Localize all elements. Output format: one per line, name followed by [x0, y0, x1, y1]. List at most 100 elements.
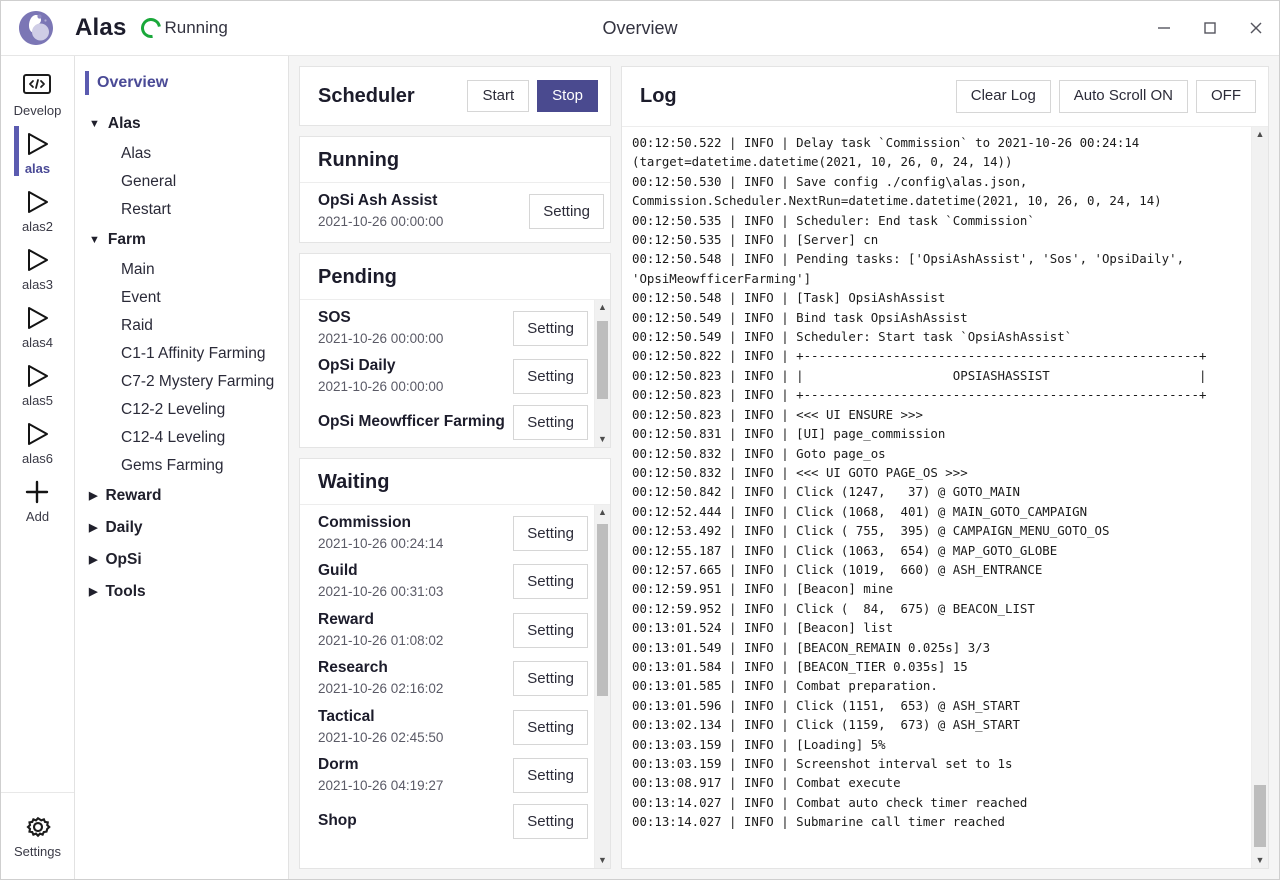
- log-header: Log Clear Log Auto Scroll ON OFF: [622, 67, 1268, 127]
- rail-item-alas6[interactable]: alas6: [14, 412, 62, 470]
- rail-item-alas[interactable]: alas: [13, 122, 62, 180]
- task-setting-button[interactable]: Setting: [513, 612, 588, 648]
- minimize-icon[interactable]: [1141, 1, 1187, 55]
- app-body: Develop alas alas2 alas3 alas4 alas5 alas6 Add …: [1, 56, 1279, 879]
- play-icon: [22, 244, 52, 276]
- waiting-task-area: Commission 2021-10-26 00:24:14 Setting Guil…: [300, 505, 610, 868]
- pending-task-area: SOS 2021-10-26 00:00:00 Setting OpSi Daily 2…: [300, 300, 610, 447]
- task-setting-button[interactable]: Setting: [513, 661, 588, 697]
- task-row: Dorm 2021-10-26 04:19:27 Setting: [300, 751, 594, 799]
- nav-item-overview[interactable]: Overview: [75, 68, 288, 98]
- task-setting-button[interactable]: Setting: [513, 803, 588, 839]
- nav-item-alas[interactable]: Alas: [121, 145, 152, 162]
- waiting-scrollbar[interactable]: ▲ ▼: [594, 505, 610, 868]
- task-row: OpSi Ash Assist 2021-10-26 00:00:00 Settin…: [300, 187, 610, 235]
- nav-group-farm[interactable]: ▼ Farm: [75, 224, 288, 256]
- task-setting-button[interactable]: Setting: [513, 709, 588, 745]
- nav-group-alas[interactable]: ▼ Alas: [75, 108, 288, 140]
- nav-item-c7-2-mystery-farming[interactable]: C7-2 Mystery Farming: [121, 373, 275, 390]
- rail-item-add[interactable]: Add: [14, 470, 62, 528]
- maximize-icon[interactable]: [1187, 1, 1233, 55]
- pending-scroll-thumb[interactable]: [597, 321, 608, 399]
- task-info: Research 2021-10-26 02:16:02: [318, 658, 507, 698]
- rail-item-alas2[interactable]: alas2: [14, 180, 62, 238]
- waiting-scroll-track[interactable]: [595, 520, 610, 853]
- clear-log-button[interactable]: Clear Log: [955, 80, 1051, 113]
- task-setting-button[interactable]: Setting: [513, 515, 588, 551]
- nav-item-raid[interactable]: Raid: [121, 317, 153, 334]
- play-icon: [22, 128, 52, 160]
- task-setting-button[interactable]: Setting: [513, 310, 588, 346]
- task-setting-button[interactable]: Setting: [529, 193, 604, 229]
- nav-sidebar: Overview ▼ Alas Alas General Restart ▼ Farm Mai…: [75, 56, 289, 879]
- nav-item-c1-1-affinity-farming[interactable]: C1-1 Affinity Farming: [121, 345, 266, 362]
- nav-item-c12-4-leveling[interactable]: C12-4 Leveling: [121, 429, 226, 446]
- rail-item-alas5[interactable]: alas5: [14, 354, 62, 412]
- scroll-up-icon[interactable]: ▲: [598, 507, 607, 517]
- scroll-up-icon[interactable]: ▲: [1255, 129, 1265, 139]
- chevron-right-icon: ▶: [89, 585, 98, 598]
- task-next-run: 2021-10-26 04:19:27: [318, 778, 444, 794]
- task-info: Shop: [318, 811, 507, 832]
- task-name: Commission: [318, 514, 412, 531]
- nav-group-daily[interactable]: ▶ Daily: [75, 512, 288, 544]
- log-body: 00:12:50.522 | INFO | Delay task `Commis…: [622, 127, 1268, 868]
- task-info: Tactical 2021-10-26 02:45:50: [318, 707, 507, 747]
- rail-item-label: alas5: [21, 393, 54, 408]
- main-content: Scheduler Start Stop Running OpSi Ash As…: [289, 56, 1279, 879]
- task-setting-button[interactable]: Setting: [513, 404, 588, 440]
- nav-item-general[interactable]: General: [121, 173, 177, 190]
- log-scroll-track[interactable]: [1252, 142, 1268, 853]
- nav-item-event[interactable]: Event: [121, 289, 161, 306]
- rail-item-alas4[interactable]: alas4: [14, 296, 62, 354]
- task-setting-button[interactable]: Setting: [513, 758, 588, 794]
- task-next-run: 2021-10-26 01:08:02: [318, 632, 444, 648]
- task-row: Shop Setting: [300, 800, 594, 843]
- task-next-run: 2021-10-26 00:31:03: [318, 584, 444, 600]
- scroll-down-icon[interactable]: ▼: [598, 434, 607, 444]
- pending-scroll-track[interactable]: [595, 315, 610, 432]
- waiting-scroll-thumb[interactable]: [597, 524, 608, 696]
- rail-item-settings[interactable]: Settings: [1, 805, 74, 863]
- task-next-run: 2021-10-26 00:00:00: [318, 330, 444, 346]
- task-info: OpSi Ash Assist 2021-10-26 00:00:00: [318, 191, 523, 231]
- nav-item-main[interactable]: Main: [121, 261, 155, 278]
- task-next-run: 2021-10-26 00:00:00: [318, 213, 444, 229]
- rail-item-label: alas4: [21, 335, 54, 350]
- rail-item-alas3[interactable]: alas3: [14, 238, 62, 296]
- log-title: Log: [640, 85, 677, 107]
- log-scrollbar[interactable]: ▲ ▼: [1251, 127, 1268, 868]
- code-icon: [22, 70, 52, 102]
- nav-group-tools[interactable]: ▶ Tools: [75, 576, 288, 608]
- chevron-down-icon: ▼: [89, 233, 100, 246]
- auto-scroll-on-button[interactable]: Auto Scroll ON: [1058, 80, 1188, 113]
- auto-scroll-off-button[interactable]: OFF: [1196, 80, 1256, 113]
- running-title: Running: [300, 137, 610, 183]
- play-icon: [22, 302, 52, 334]
- scheduler-start-button[interactable]: Start: [467, 79, 530, 113]
- chevron-down-icon: ▼: [89, 117, 100, 130]
- nav-item-restart[interactable]: Restart: [121, 201, 171, 218]
- scroll-up-icon[interactable]: ▲: [598, 302, 607, 312]
- scroll-down-icon[interactable]: ▼: [598, 855, 607, 865]
- nav-group-reward[interactable]: ▶ Reward: [75, 480, 288, 512]
- pending-scrollbar[interactable]: ▲ ▼: [594, 300, 610, 447]
- nav-item-c12-2-leveling[interactable]: C12-2 Leveling: [121, 401, 226, 418]
- close-icon[interactable]: [1233, 1, 1279, 55]
- nav-item-gems-farming[interactable]: Gems Farming: [121, 457, 224, 474]
- task-setting-button[interactable]: Setting: [513, 564, 588, 600]
- log-card: Log Clear Log Auto Scroll ON OFF 00:12:5…: [621, 66, 1269, 869]
- running-task-list: OpSi Ash Assist 2021-10-26 00:00:00 Settin…: [300, 183, 610, 242]
- rail-item-develop[interactable]: Develop: [14, 64, 61, 122]
- task-setting-button[interactable]: Setting: [513, 359, 588, 395]
- nav-group-opsi[interactable]: ▶ OpSi: [75, 544, 288, 576]
- task-row: SOS 2021-10-26 00:00:00 Setting: [300, 304, 594, 352]
- log-scroll-thumb[interactable]: [1254, 785, 1266, 847]
- pending-title: Pending: [300, 254, 610, 300]
- rail-item-label: Add: [25, 509, 50, 524]
- scheduler-stop-button[interactable]: Stop: [537, 79, 598, 113]
- task-name: OpSi Daily: [318, 357, 396, 375]
- play-icon: [22, 186, 52, 218]
- scroll-down-icon[interactable]: ▼: [1255, 855, 1265, 865]
- task-row: Commission 2021-10-26 00:24:14 Setting: [300, 509, 594, 557]
